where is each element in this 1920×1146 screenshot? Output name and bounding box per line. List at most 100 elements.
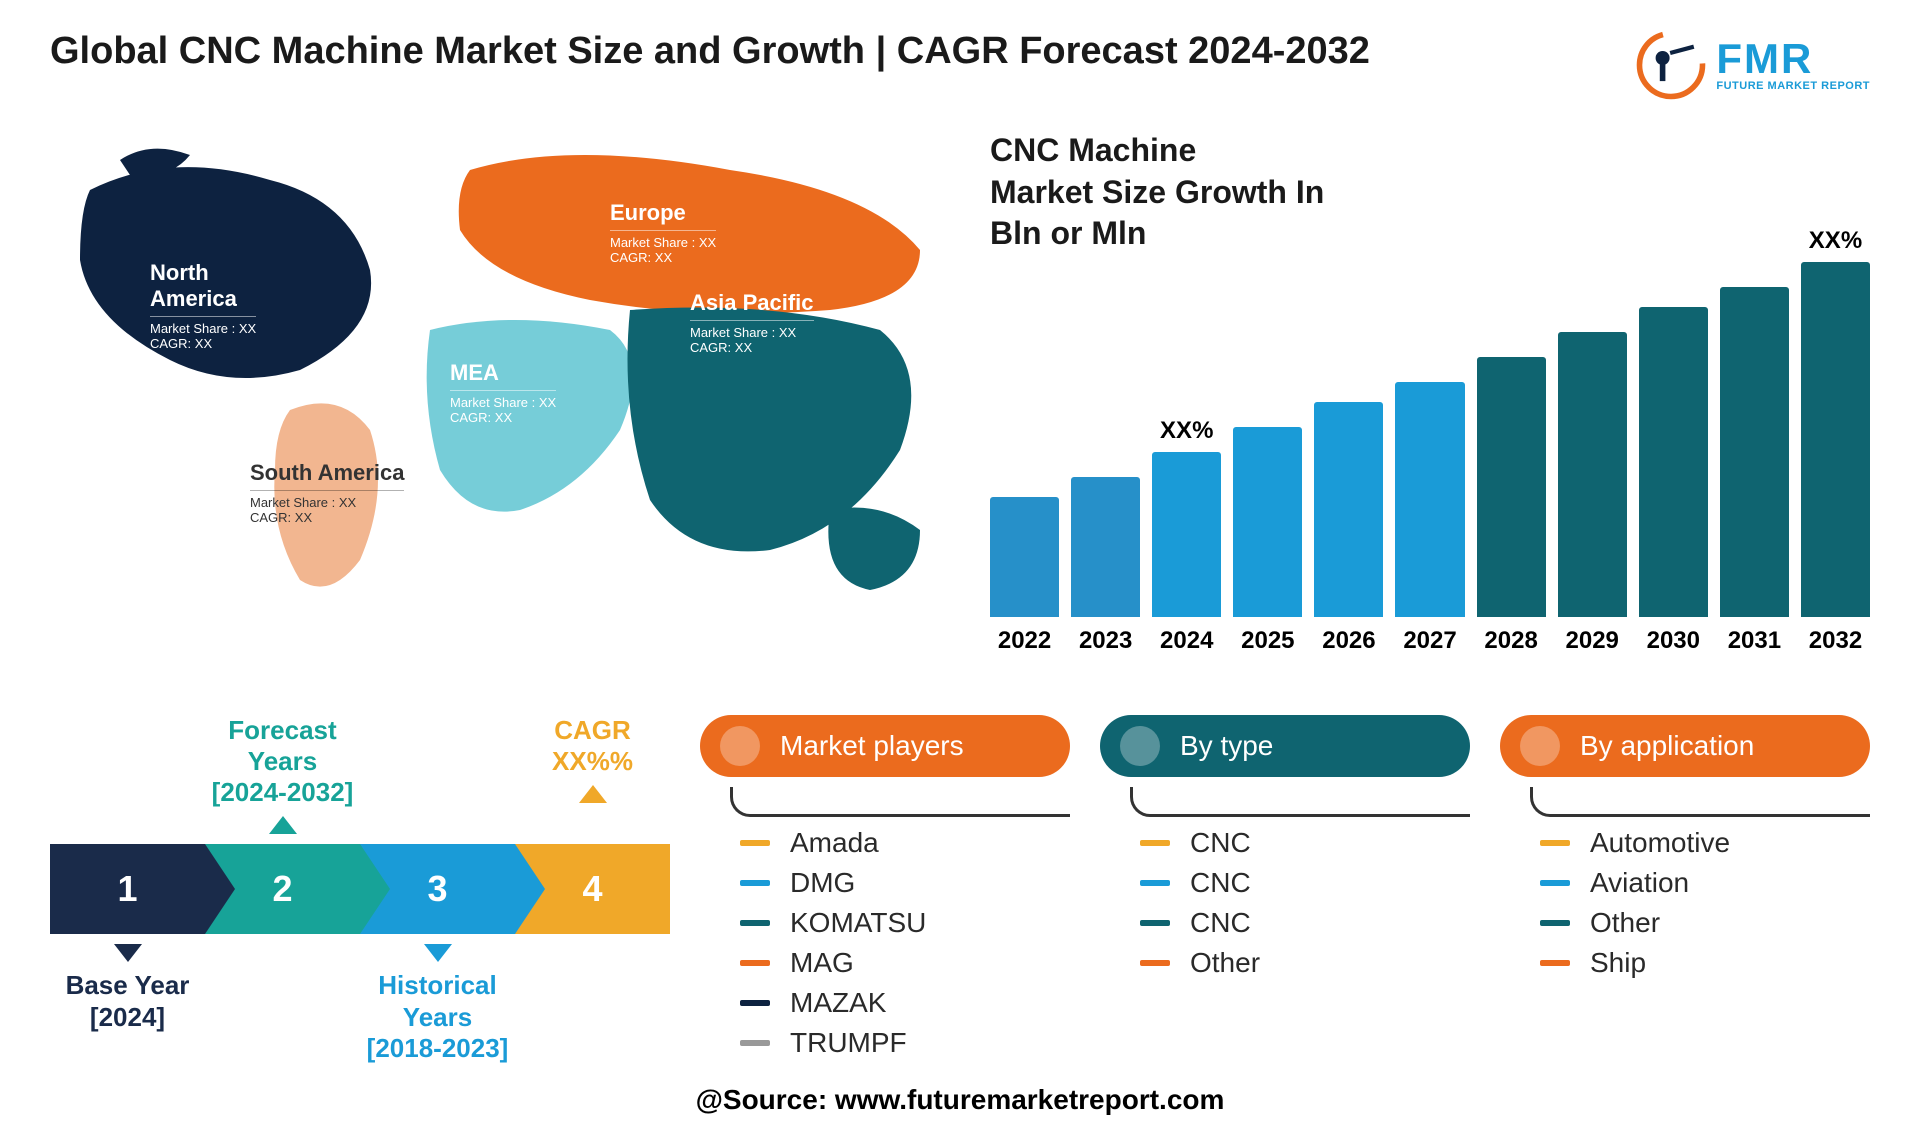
bar-rect bbox=[1558, 332, 1627, 617]
bar-year-label: 2030 bbox=[1647, 627, 1700, 655]
logo-main-text: FMR bbox=[1716, 38, 1870, 80]
color-tick-icon bbox=[1140, 840, 1170, 846]
arrow-up-icon bbox=[579, 785, 607, 803]
timeline-segment-1: 1 bbox=[50, 844, 205, 934]
list-item: MAZAK bbox=[740, 987, 1070, 1019]
bar-2022: 2022 bbox=[990, 497, 1059, 655]
list-item: KOMATSU bbox=[740, 907, 1070, 939]
region-label-na: NorthAmericaMarket Share : XXCAGR: XX bbox=[150, 260, 256, 351]
bar-year-label: 2022 bbox=[998, 627, 1051, 655]
bar-chart: 2022 2023 XX%2024 2025 2026 2027 2028 2029 2030 2… bbox=[990, 275, 1870, 655]
bar-rect bbox=[1639, 307, 1708, 617]
list-item-text: CNC bbox=[1190, 827, 1251, 859]
bar-year-label: 2026 bbox=[1322, 627, 1375, 655]
fmr-logo-icon bbox=[1636, 30, 1706, 100]
pill-dot-icon bbox=[1520, 726, 1560, 766]
region-label-sa: South AmericaMarket Share : XXCAGR: XX bbox=[250, 460, 404, 525]
color-tick-icon bbox=[1540, 840, 1570, 846]
arrow-down-icon bbox=[114, 944, 142, 962]
pill-header: By type bbox=[1100, 715, 1470, 777]
pill-title: By type bbox=[1180, 730, 1273, 762]
pill-header: By application bbox=[1500, 715, 1870, 777]
pill-block: By type CNC CNC CNC Other bbox=[1100, 715, 1470, 1067]
list-item-text: TRUMPF bbox=[790, 1027, 907, 1059]
bar-2024: XX%2024 bbox=[1152, 452, 1221, 655]
color-tick-icon bbox=[740, 840, 770, 846]
color-tick-icon bbox=[1540, 880, 1570, 886]
color-tick-icon bbox=[1540, 960, 1570, 966]
list-item-text: CNC bbox=[1190, 867, 1251, 899]
source-attribution: @Source: www.futuremarketreport.com bbox=[696, 1084, 1225, 1116]
list-item-text: KOMATSU bbox=[790, 907, 926, 939]
pill-list: CNC CNC CNC Other bbox=[1100, 827, 1470, 979]
arrow-down-icon bbox=[424, 944, 452, 962]
bar-rect bbox=[1314, 402, 1383, 617]
bar-2029: 2029 bbox=[1558, 332, 1627, 655]
bar-2031: 2031 bbox=[1720, 287, 1789, 655]
region-label-ap: Asia PacificMarket Share : XXCAGR: XX bbox=[690, 290, 814, 355]
list-item-text: Other bbox=[1590, 907, 1660, 939]
bar-rect bbox=[1477, 357, 1546, 617]
page-title: Global CNC Machine Market Size and Growt… bbox=[50, 30, 1370, 73]
bar-2026: 2026 bbox=[1314, 402, 1383, 655]
logo-sub-text: FUTURE MARKET REPORT bbox=[1716, 80, 1870, 92]
timeline-bottom-label: Historical Years[2018-2023] bbox=[360, 970, 515, 1064]
region-label-eu: EuropeMarket Share : XXCAGR: XX bbox=[610, 200, 716, 265]
pill-dot-icon bbox=[1120, 726, 1160, 766]
bar-2025: 2025 bbox=[1233, 427, 1302, 655]
pill-block: Market players Amada DMG KOMATSU MAG MAZAK TRU… bbox=[700, 715, 1070, 1067]
list-item-text: Other bbox=[1190, 947, 1260, 979]
list-item: TRUMPF bbox=[740, 1027, 1070, 1059]
list-item-text: MAZAK bbox=[790, 987, 886, 1019]
pill-block: By applicationAutomotiveAviationOtherShi… bbox=[1500, 715, 1870, 1067]
color-tick-icon bbox=[740, 960, 770, 966]
list-item-text: DMG bbox=[790, 867, 855, 899]
pill-title: Market players bbox=[780, 730, 964, 762]
timeline-bottom-label: Base Year[2024] bbox=[50, 970, 205, 1032]
color-tick-icon bbox=[1140, 880, 1170, 886]
list-item-text: Amada bbox=[790, 827, 879, 859]
timeline-block: Forecast Years[2024-2032]CAGRXX%% 1234 B… bbox=[50, 715, 670, 1067]
list-item: Automotive bbox=[1540, 827, 1870, 859]
list-item: CNC bbox=[1140, 827, 1470, 859]
color-tick-icon bbox=[740, 920, 770, 926]
logo: FMR FUTURE MARKET REPORT bbox=[1636, 30, 1870, 100]
bar-year-label: 2028 bbox=[1484, 627, 1537, 655]
bar-rect bbox=[1801, 262, 1870, 617]
bar-year-label: 2024 bbox=[1160, 627, 1213, 655]
region-map: NorthAmericaMarket Share : XXCAGR: XX Sou… bbox=[50, 130, 950, 610]
pill-header: Market players bbox=[700, 715, 1070, 777]
list-item: MAG bbox=[740, 947, 1070, 979]
list-item-text: Ship bbox=[1590, 947, 1646, 979]
chart-title: CNC MachineMarket Size Growth InBln or M… bbox=[990, 130, 1870, 255]
color-tick-icon bbox=[1140, 920, 1170, 926]
region-label-mea: MEAMarket Share : XXCAGR: XX bbox=[450, 360, 556, 425]
bar-rect bbox=[990, 497, 1059, 617]
bar-year-label: 2025 bbox=[1241, 627, 1294, 655]
pill-list: AutomotiveAviationOtherShip bbox=[1500, 827, 1870, 979]
bar-year-label: 2023 bbox=[1079, 627, 1132, 655]
bar-rect bbox=[1071, 477, 1140, 617]
pill-title: By application bbox=[1580, 730, 1754, 762]
bar-rect bbox=[1233, 427, 1302, 617]
list-item: Other bbox=[1140, 947, 1470, 979]
list-item: CNC bbox=[1140, 867, 1470, 899]
color-tick-icon bbox=[740, 1040, 770, 1046]
bar-rect bbox=[1720, 287, 1789, 617]
timeline-top-label: CAGRXX%% bbox=[515, 715, 670, 777]
bar-year-label: 2029 bbox=[1566, 627, 1619, 655]
color-tick-icon bbox=[740, 1000, 770, 1006]
color-tick-icon bbox=[1540, 920, 1570, 926]
list-item: Ship bbox=[1540, 947, 1870, 979]
color-tick-icon bbox=[740, 880, 770, 886]
bar-2032: XX%2032 bbox=[1801, 262, 1870, 655]
growth-chart: CNC MachineMarket Size Growth InBln or M… bbox=[990, 130, 1870, 655]
timeline-top-label: Forecast Years[2024-2032] bbox=[205, 715, 360, 809]
color-tick-icon bbox=[1140, 960, 1170, 966]
bracket-line bbox=[1130, 787, 1470, 817]
list-item: CNC bbox=[1140, 907, 1470, 939]
list-item: Amada bbox=[740, 827, 1070, 859]
bar-rect bbox=[1395, 382, 1464, 617]
bar-year-label: 2027 bbox=[1403, 627, 1456, 655]
bracket-line bbox=[1530, 787, 1870, 817]
